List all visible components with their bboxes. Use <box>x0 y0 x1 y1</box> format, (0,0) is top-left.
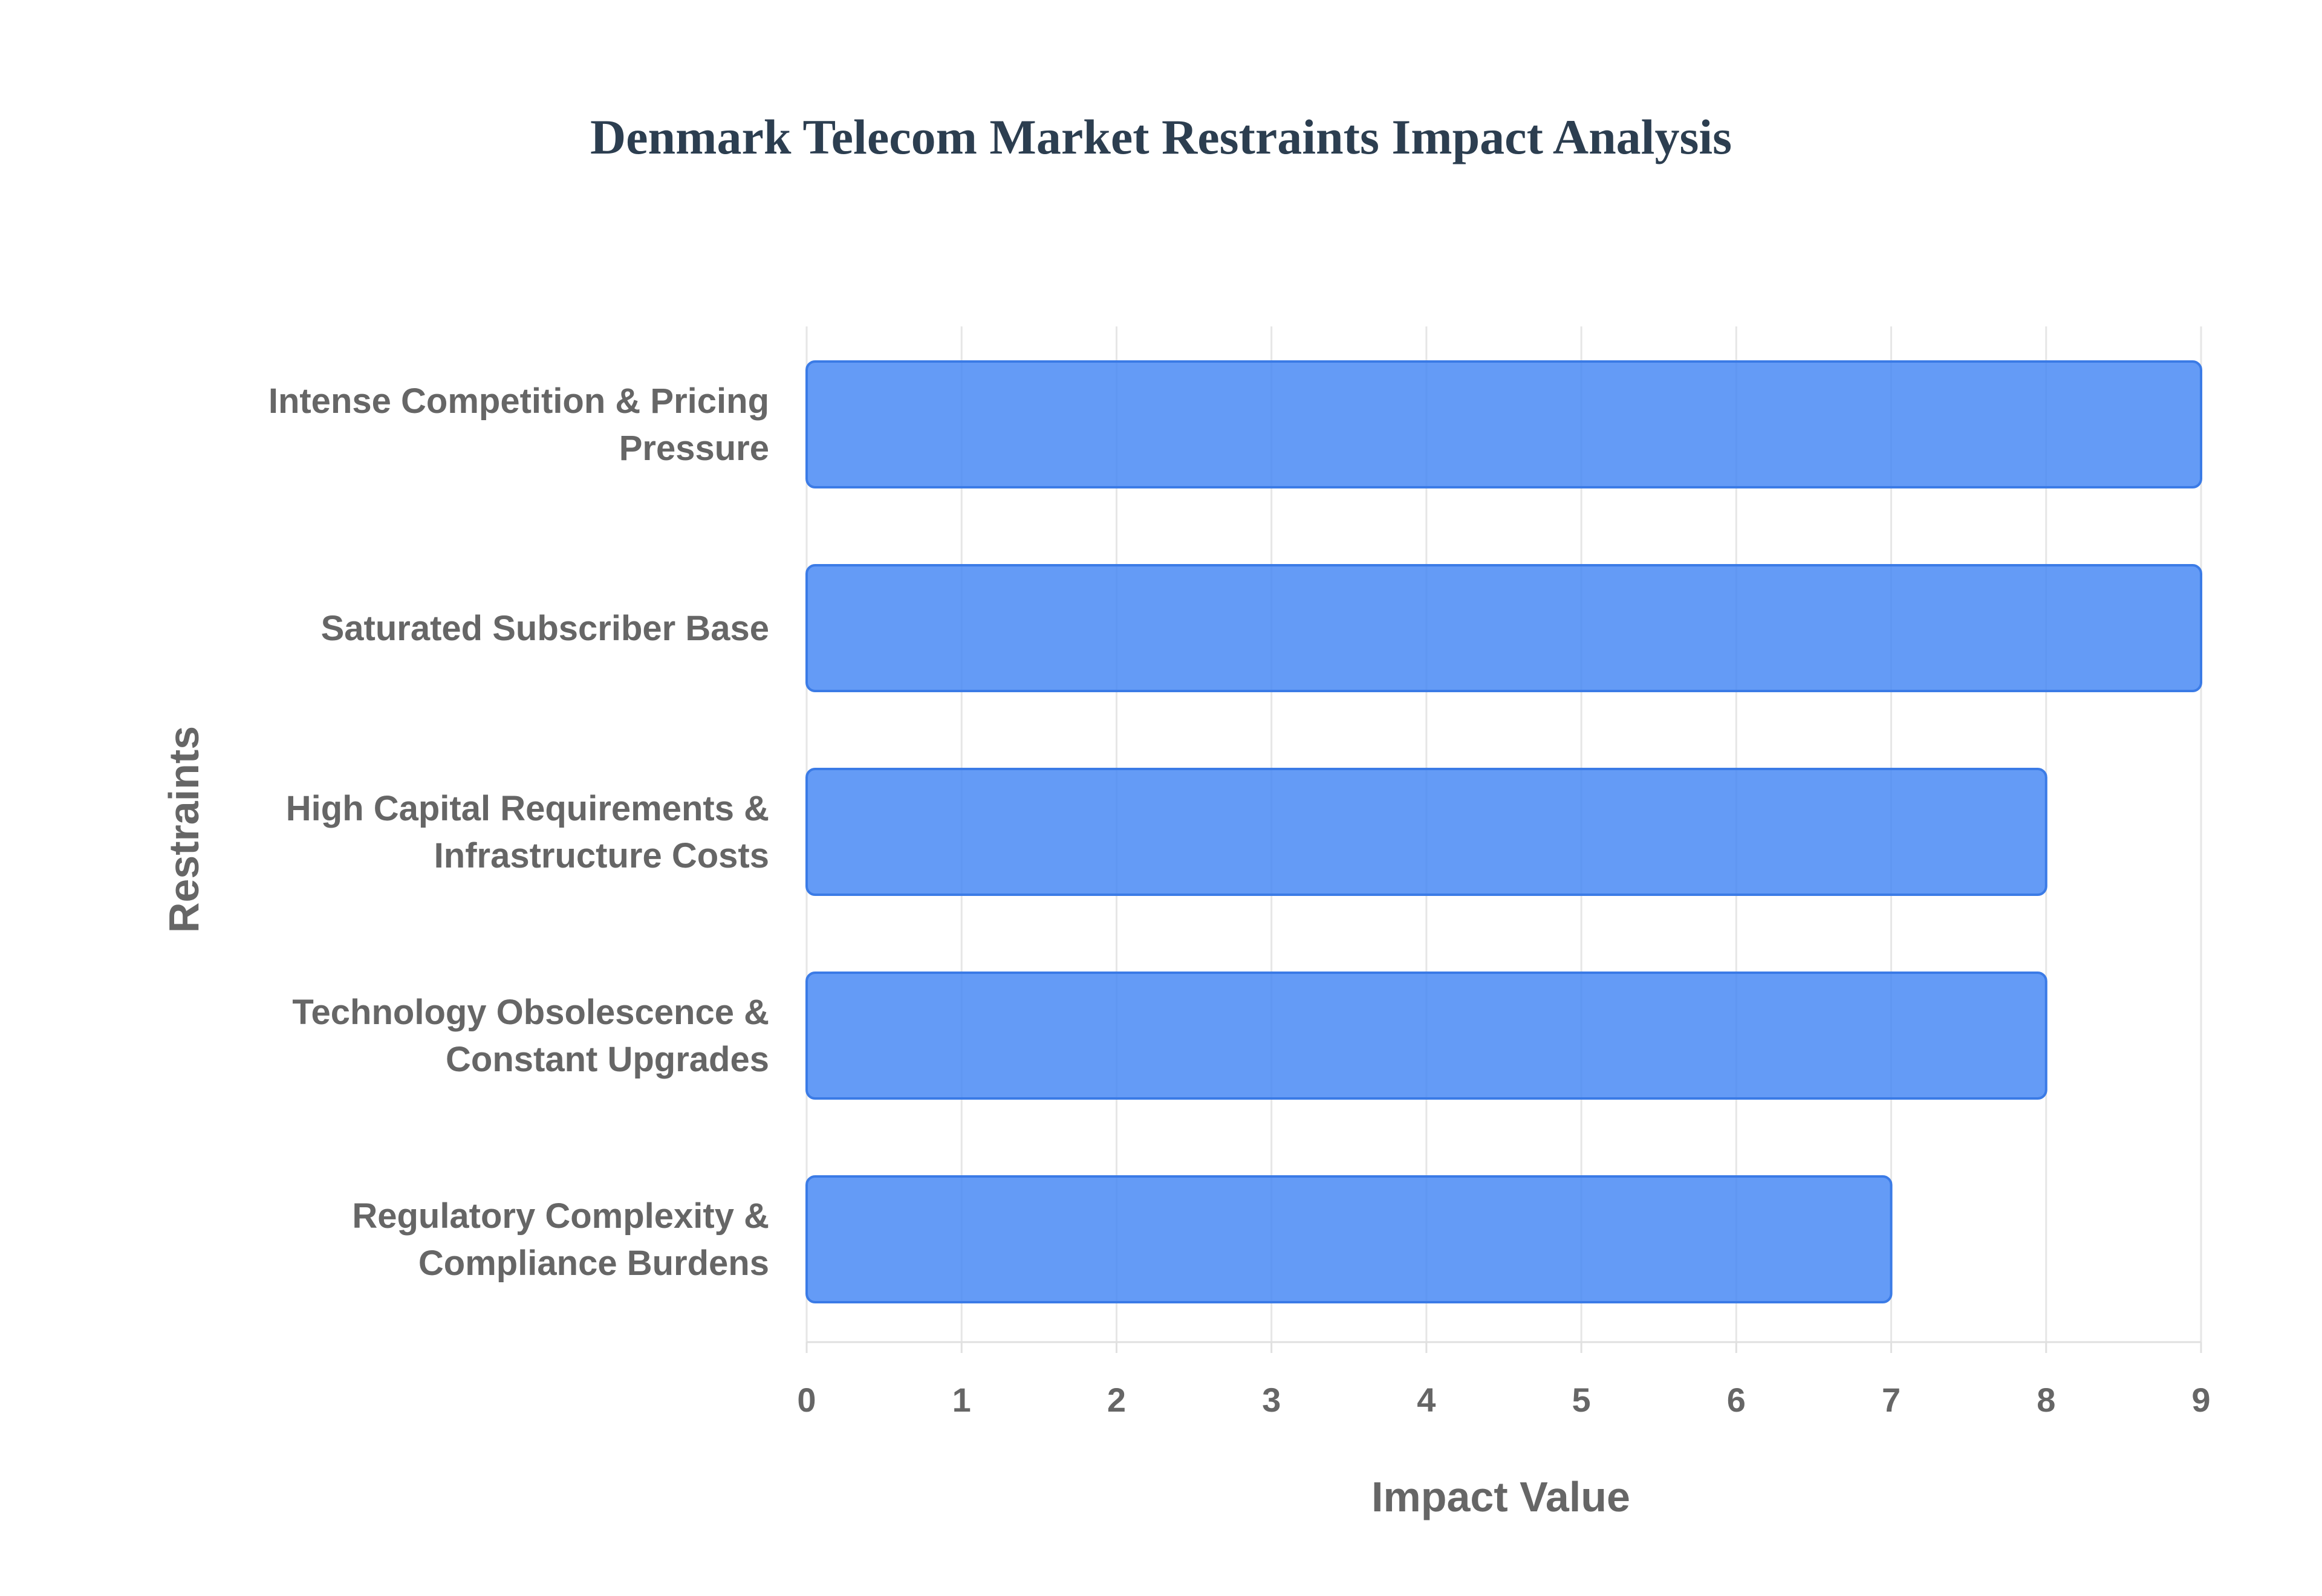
axes <box>805 1341 2202 1353</box>
chart-title: Denmark Telecom Market Restraints Impact… <box>590 109 1732 164</box>
bars <box>805 360 2202 1303</box>
category-label: Constant Upgrades <box>446 1040 769 1079</box>
category-label: Intense Competition & Pricing <box>268 381 769 421</box>
bar[interactable] <box>805 564 2202 692</box>
x-tick-label: 0 <box>797 1381 816 1419</box>
category-label: High Capital Requirements & <box>286 789 769 828</box>
x-tick-label: 7 <box>1882 1381 1901 1419</box>
category-label: Infrastructure Costs <box>434 836 769 875</box>
category-label: Technology Obsolescence & <box>292 993 769 1032</box>
category-label: Regulatory Complexity & <box>352 1196 769 1236</box>
bar[interactable] <box>805 1175 1893 1303</box>
x-tick-label: 3 <box>1262 1381 1281 1419</box>
x-tick-label: 4 <box>1417 1381 1436 1419</box>
category-label: Compliance Burdens <box>418 1244 769 1283</box>
bar[interactable] <box>805 972 2047 1100</box>
category-label: Saturated Subscriber Base <box>321 609 769 648</box>
x-tick-label: 6 <box>1727 1381 1746 1419</box>
x-tick-label: 9 <box>2191 1381 2210 1419</box>
x-tick-label: 5 <box>1572 1381 1591 1419</box>
x-tick-label: 2 <box>1107 1381 1126 1419</box>
bar[interactable] <box>805 360 2202 488</box>
x-tick-label: 1 <box>952 1381 971 1419</box>
category-label: Pressure <box>619 429 769 468</box>
labels: 0 1 2 3 4 5 6 7 8 9 Intense Competition & Pricing P… <box>268 381 2211 1419</box>
x-tick-label: 8 <box>2037 1381 2055 1419</box>
x-axis-title: Impact Value <box>1371 1473 1630 1520</box>
y-axis-title: Restraints <box>160 726 207 933</box>
bar[interactable] <box>805 768 2047 896</box>
